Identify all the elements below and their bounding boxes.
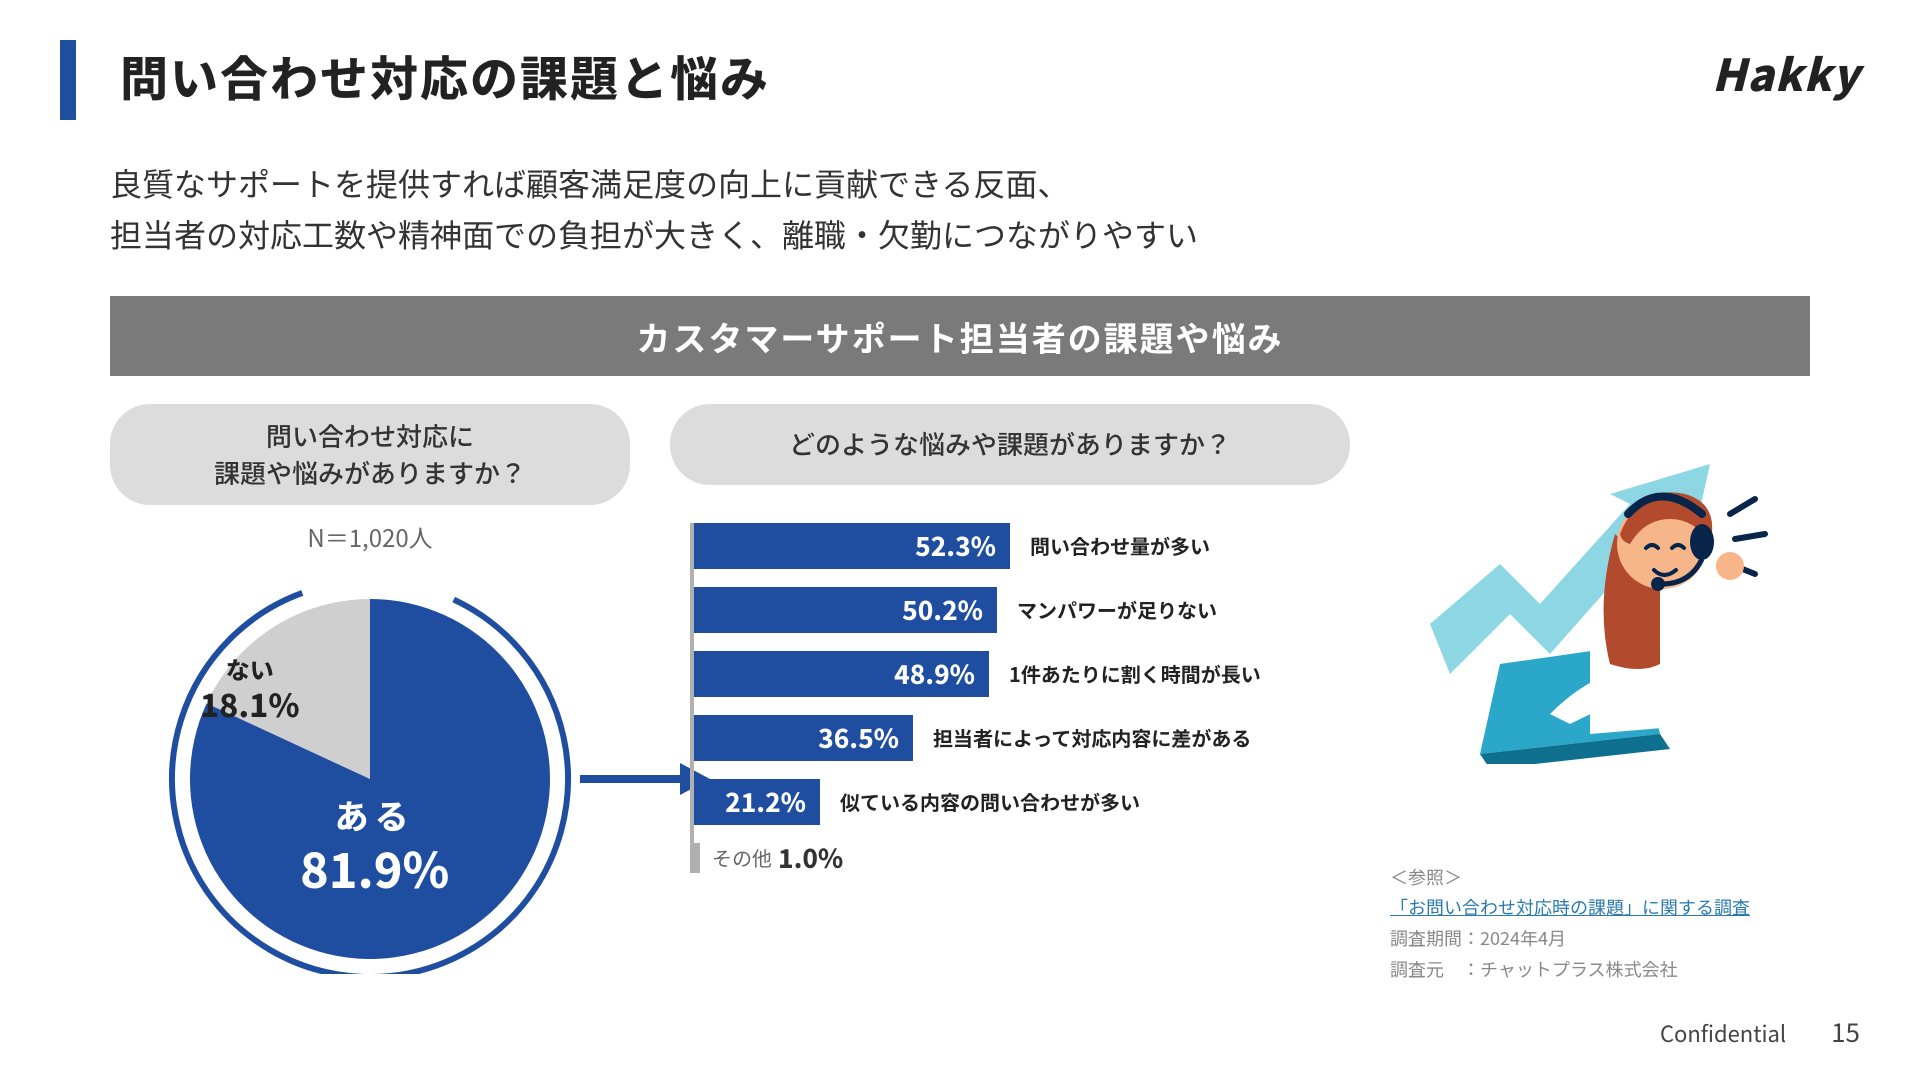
bar-row: 21.2% 似ている内容の問い合わせが多い (690, 779, 1350, 825)
bar-row: 52.3% 問い合わせ量が多い (690, 523, 1350, 569)
pie-no-value: 18.1% (200, 684, 300, 724)
bar: 21.2% (690, 779, 820, 825)
bar: 36.5% (690, 715, 913, 761)
references: ＜参照＞ 「お問い合わせ対応時の課題」に関する調査 調査期間：2024年4月 調… (1390, 862, 1810, 984)
right-column: ＜参照＞ 「お問い合わせ対応時の課題」に関する調査 調査期間：2024年4月 調… (1390, 404, 1810, 974)
brand-logo: Hakky (1712, 40, 1860, 104)
left-question-pill: 問い合わせ対応に 課題や悩みがありますか？ (110, 404, 630, 505)
ref-heading: ＜参照＞ (1390, 862, 1810, 893)
page-number: 15 (1831, 1013, 1860, 1050)
bar-row: 50.2% マンパワーが足りない (690, 587, 1350, 633)
bar-other-label: その他 (712, 843, 772, 872)
pie-label-no: ない 18.1% (200, 654, 300, 724)
bar-row: 36.5% 担当者によって対応内容に差がある (690, 715, 1350, 761)
bar-label: 似ている内容の問い合わせが多い (840, 787, 1140, 816)
ref-link[interactable]: 「お問い合わせ対応時の課題」に関する調査 (1390, 894, 1750, 920)
bar-row: 48.9% 1件あたりに割く時間が長い (690, 651, 1350, 697)
ref-period: 調査期間：2024年4月 (1390, 923, 1810, 954)
bar-label: マンパワーが足りない (1017, 595, 1217, 624)
footer: Confidential 15 (1660, 1013, 1860, 1050)
ref-source: 調査元 ：チャットプラス株式会社 (1390, 954, 1810, 985)
pie-yes-value: 81.9% (300, 837, 449, 897)
mid-question-pill: どのような悩みや課題がありますか？ (670, 404, 1350, 484)
bar-label: 1件あたりに割く時間が長い (1009, 659, 1261, 688)
pie-label-yes: ある 81.9% (300, 794, 449, 897)
title-accent-bar (60, 40, 76, 120)
bar-other-row: その他1.0% (690, 843, 1350, 873)
sample-size: N＝1,020人 (110, 519, 630, 554)
support-agent-illustration (1410, 424, 1790, 764)
confidential-label: Confidential (1660, 1017, 1786, 1049)
left-question-line2: 課題や悩みがありますか？ (130, 455, 610, 491)
bar: 48.9% (690, 651, 989, 697)
bar-other-value: 1.0% (778, 839, 843, 876)
section-banner: カスタマーサポート担当者の課題や悩み (110, 296, 1810, 376)
bar: 52.3% (690, 523, 1010, 569)
bar-label: 問い合わせ量が多い (1030, 531, 1210, 560)
subtitle-line2: 担当者の対応工数や精神面での負担が大きく、離職・欠勤につながりやすい (110, 209, 1810, 260)
subtitle-line1: 良質なサポートを提供すれば顧客満足度の向上に貢献できる反面、 (110, 158, 1810, 209)
bar-chart-axis (690, 523, 694, 873)
left-question-line1: 問い合わせ対応に (130, 418, 610, 454)
bar-chart: 52.3% 問い合わせ量が多い 50.2% マンパワーが足りない 48.9% 1件あたりに… (670, 523, 1350, 873)
pie-chart: ない 18.1% ある 81.9% (140, 574, 600, 974)
subtitle: 良質なサポートを提供すれば顧客満足度の向上に貢献できる反面、 担当者の対応工数や… (110, 158, 1810, 260)
pie-yes-label: ある (300, 794, 449, 837)
bar-label: 担当者によって対応内容に差がある (933, 723, 1251, 752)
middle-column: どのような悩みや課題がありますか？ 52.3% 問い合わせ量が多い 50.2% マンパ… (670, 404, 1350, 974)
pie-no-label: ない (200, 654, 300, 684)
left-column: 問い合わせ対応に 課題や悩みがありますか？ N＝1,020人 ない 18.1% … (110, 404, 630, 974)
page-title: 問い合わせ対応の課題と悩み (120, 40, 770, 110)
bar: 50.2% (690, 587, 997, 633)
